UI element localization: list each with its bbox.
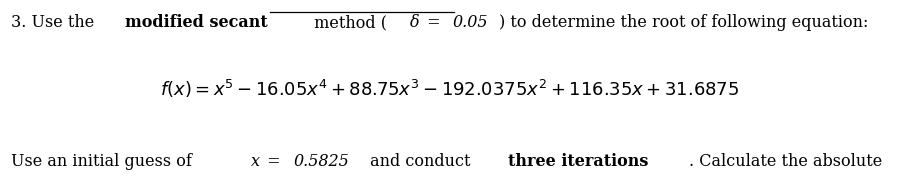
Text: 3. Use the: 3. Use the: [11, 14, 99, 31]
Text: $f(x) = x^5 - 16.05x^4 + 88.75x^3 - 192.0375x^2 + 116.35x + 31.6875$: $f(x) = x^5 - 16.05x^4 + 88.75x^3 - 192.…: [160, 77, 739, 100]
Text: 0.5825: 0.5825: [293, 153, 349, 170]
Text: and conduct: and conduct: [365, 153, 476, 170]
Text: 0.05: 0.05: [453, 14, 488, 31]
Text: δ: δ: [410, 14, 419, 31]
Text: =: =: [263, 153, 286, 170]
Text: x: x: [251, 153, 260, 170]
Text: Use an initial guess of: Use an initial guess of: [11, 153, 197, 170]
Text: three iterations: three iterations: [508, 153, 648, 170]
Text: method (: method (: [309, 14, 387, 31]
Text: . Calculate the absolute: . Calculate the absolute: [689, 153, 882, 170]
Text: =: =: [422, 14, 446, 31]
Text: ) to determine the root of following equation:: ) to determine the root of following equ…: [499, 14, 868, 31]
Text: modified secant: modified secant: [125, 14, 268, 31]
